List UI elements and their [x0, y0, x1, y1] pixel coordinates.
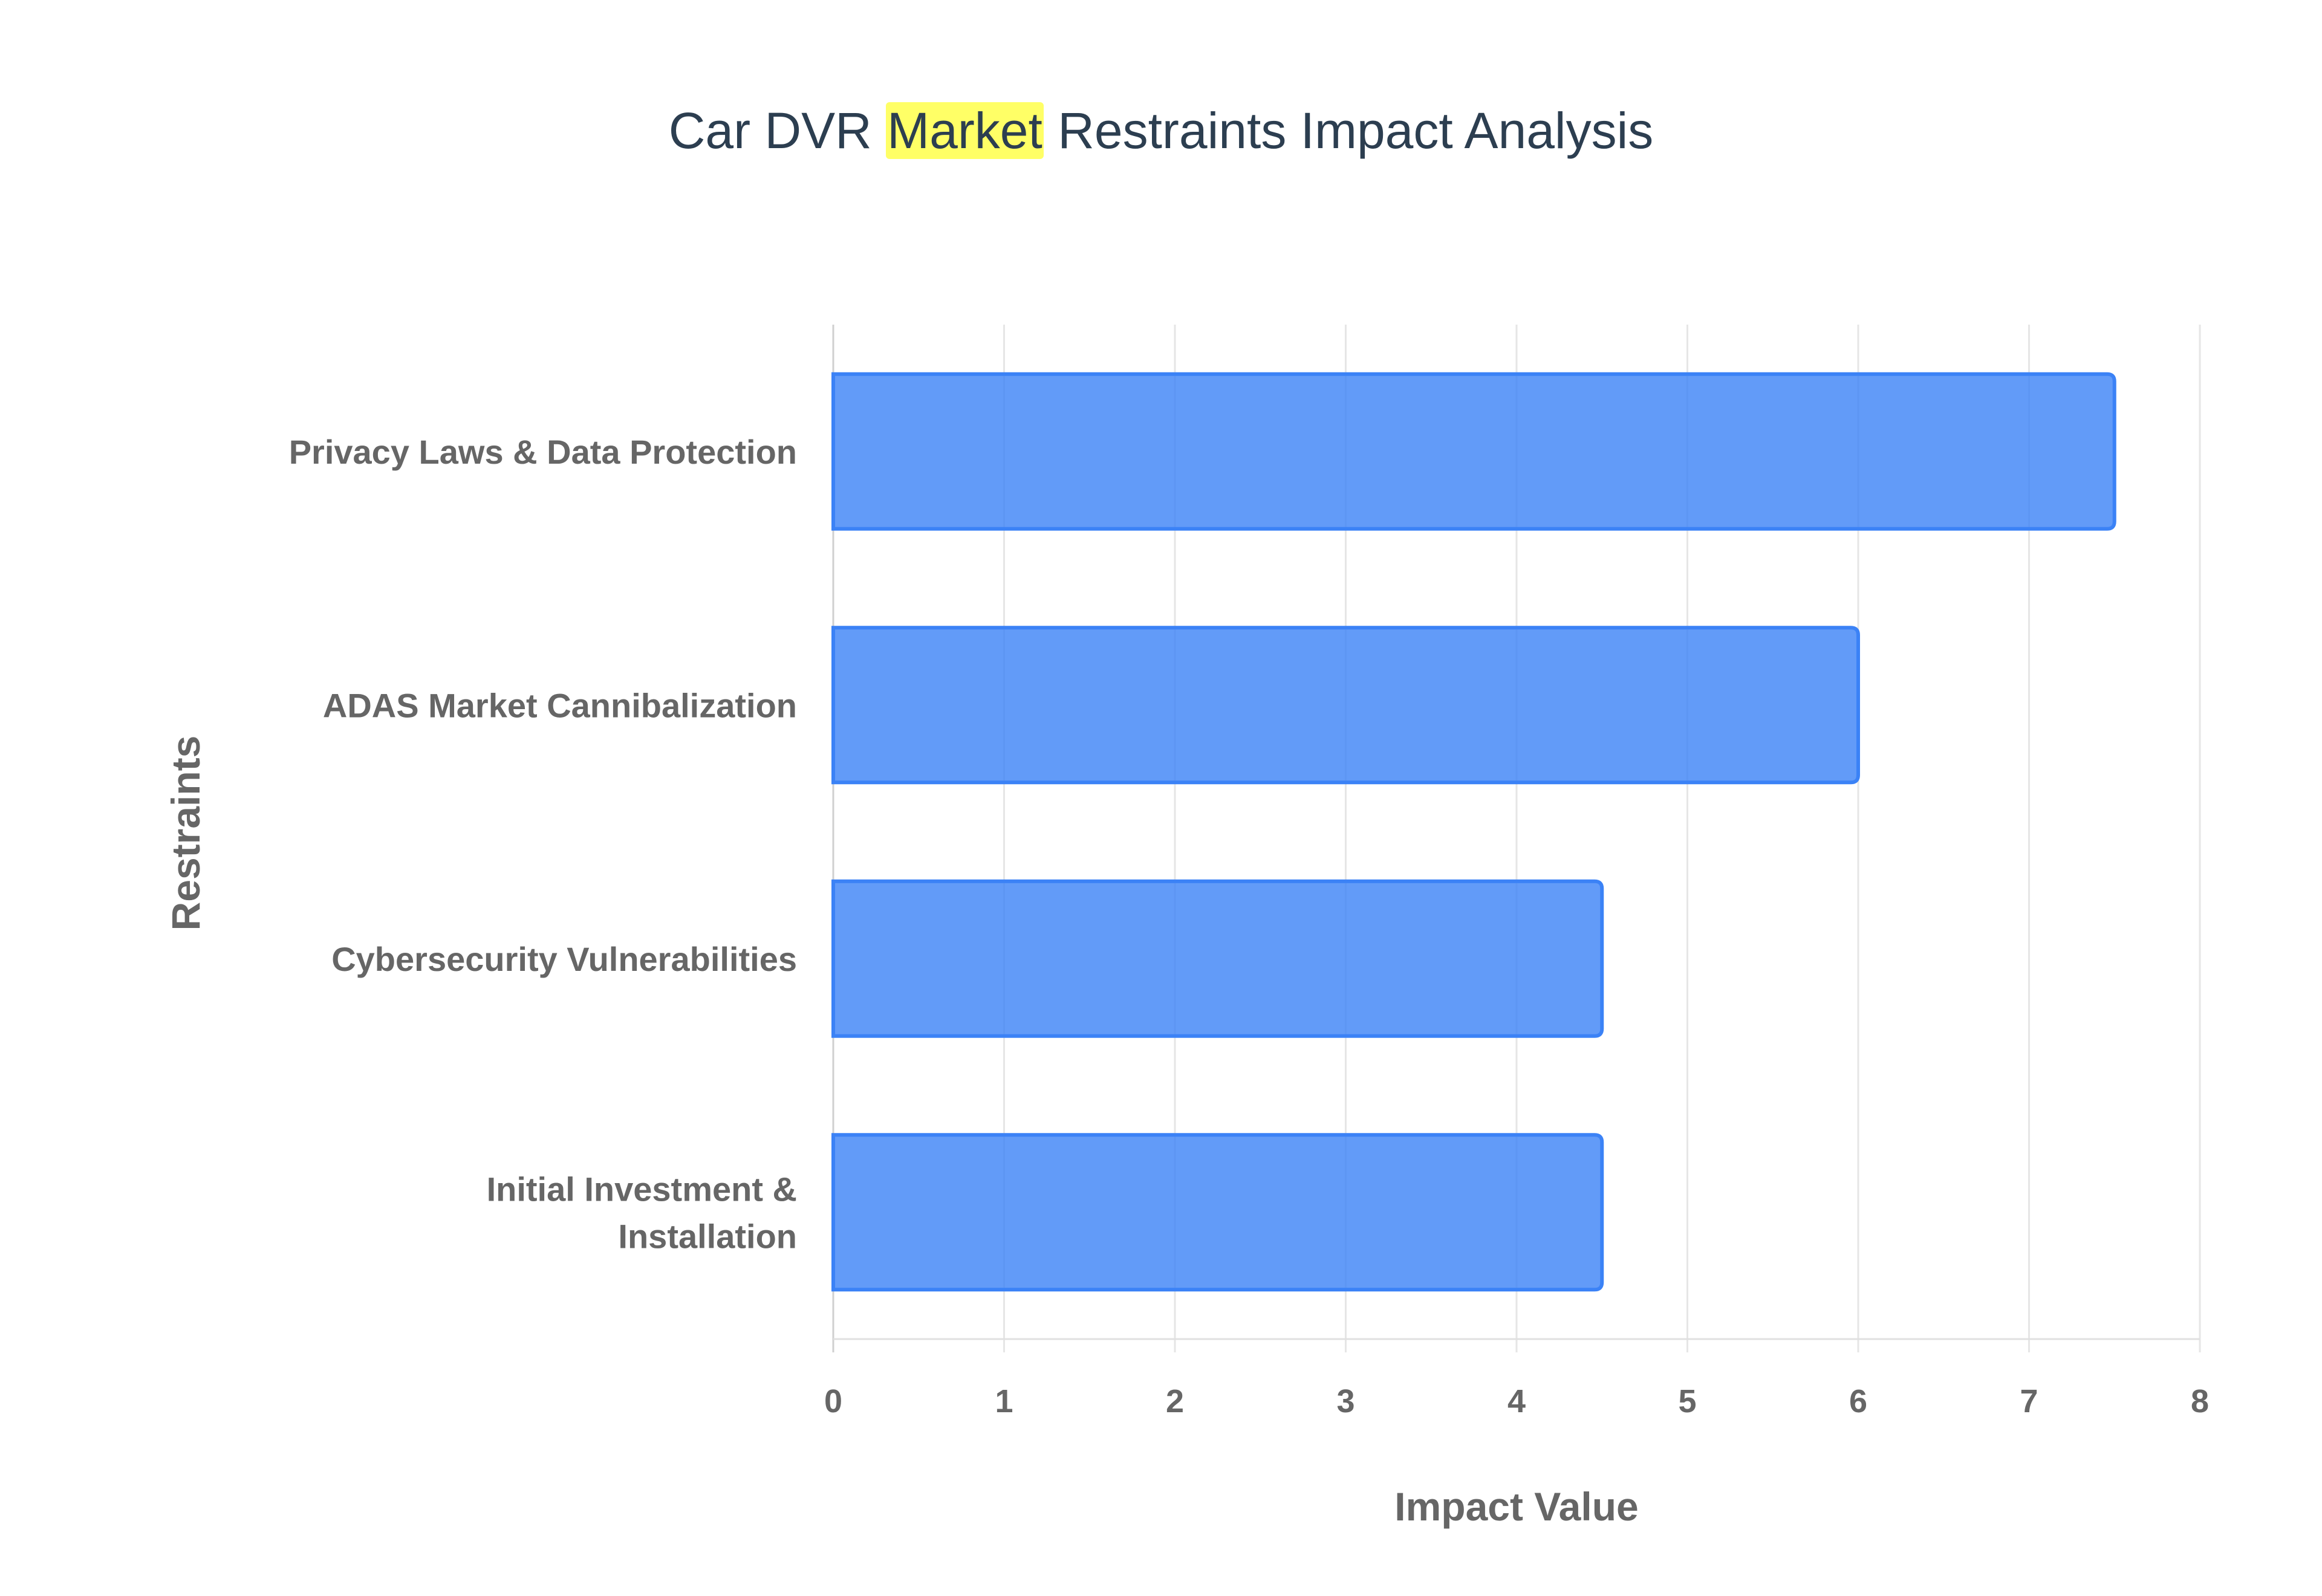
- x-tick-label: 2: [1166, 1383, 1184, 1419]
- category-labels: Privacy Laws & Data Protection ADAS Marke…: [289, 433, 797, 1256]
- category-label: Privacy Laws & Data Protection: [289, 433, 797, 471]
- bar[interactable]: [831, 1133, 1604, 1292]
- x-tick-label: 7: [2020, 1383, 2038, 1419]
- chart-title: Car DVR Market Restraints Impact Analysi…: [0, 102, 2322, 160]
- y-axis-title: Restraints: [163, 736, 208, 931]
- bars: [831, 372, 2116, 1292]
- x-tick-label: 4: [1507, 1383, 1526, 1419]
- title-part: Car DVR: [668, 102, 886, 159]
- bar[interactable]: [831, 879, 1604, 1038]
- category-label: Initial Investment & Installation: [487, 1170, 797, 1255]
- category-label-line: Cybersecurity Vulnerabilities: [331, 940, 797, 978]
- category-label-line: Initial Investment &: [487, 1170, 797, 1208]
- bar[interactable]: [831, 626, 1860, 785]
- category-label-line: ADAS Market Cannibalization: [323, 686, 797, 724]
- x-tick-label: 8: [2191, 1383, 2209, 1419]
- category-label-line: Installation: [618, 1217, 797, 1255]
- category-label: ADAS Market Cannibalization: [323, 686, 797, 724]
- x-tick-label: 1: [995, 1383, 1013, 1419]
- x-tick-label: 6: [1849, 1383, 1867, 1419]
- tick-labels: 0 1 2 3 4 5 6 7 8: [824, 1383, 2209, 1419]
- category-label: Cybersecurity Vulnerabilities: [331, 940, 797, 978]
- title-highlight: Market: [886, 102, 1044, 159]
- x-axis-title: Impact Value: [1394, 1484, 1639, 1529]
- x-tick-label: 3: [1336, 1383, 1354, 1419]
- category-label-line: Privacy Laws & Data Protection: [289, 433, 797, 471]
- x-tick-label: 5: [1678, 1383, 1696, 1419]
- bar[interactable]: [831, 372, 2116, 531]
- title-part: Restraints Impact Analysis: [1043, 102, 1654, 159]
- x-tick-label: 0: [824, 1383, 842, 1419]
